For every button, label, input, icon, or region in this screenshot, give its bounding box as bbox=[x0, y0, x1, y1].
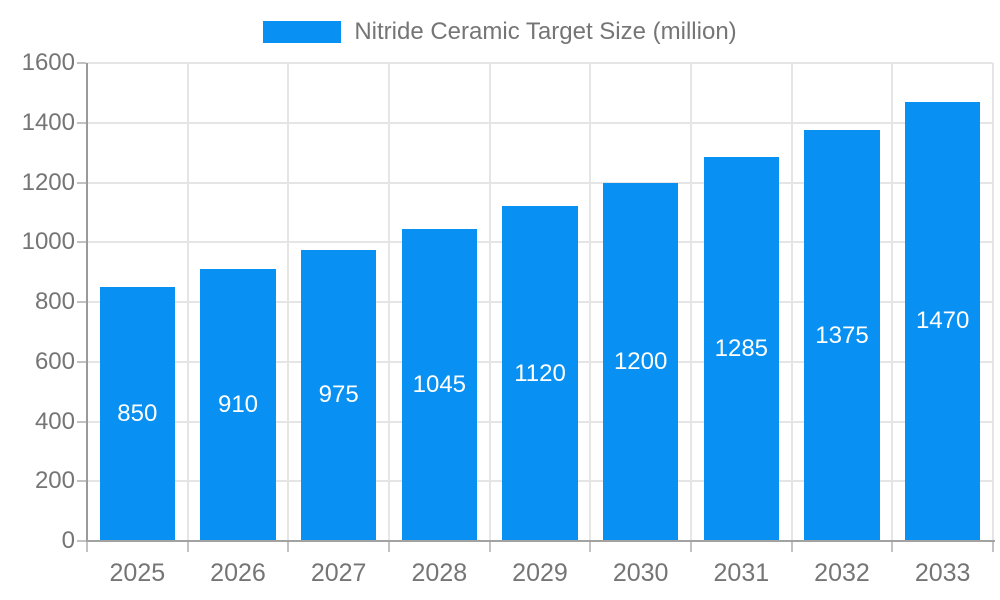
y-tick bbox=[77, 301, 86, 303]
y-axis-label: 1400 bbox=[21, 108, 75, 136]
v-gridline bbox=[891, 63, 894, 541]
x-axis-label: 2028 bbox=[411, 559, 468, 587]
x-tick bbox=[488, 542, 491, 552]
chart-legend[interactable]: Nitride Ceramic Target Size (million) bbox=[0, 16, 1000, 48]
v-gridline bbox=[186, 63, 189, 541]
bar-value-label: 850 bbox=[117, 400, 158, 428]
x-tick bbox=[589, 542, 592, 552]
x-tick bbox=[186, 542, 189, 552]
x-axis-label: 2030 bbox=[612, 559, 669, 587]
bar-2032[interactable]: 1375 bbox=[804, 130, 880, 541]
x-tick bbox=[690, 542, 692, 552]
x-axis-label: 2031 bbox=[713, 559, 770, 587]
x-axis-label: 2027 bbox=[310, 559, 367, 587]
y-axis-label: 800 bbox=[34, 288, 75, 315]
y-tick bbox=[77, 241, 86, 244]
x-axis-line bbox=[79, 540, 995, 542]
bar-value-label: 1200 bbox=[613, 347, 668, 375]
v-gridline bbox=[287, 63, 290, 541]
x-tick bbox=[86, 542, 88, 552]
bar-value-label: 1120 bbox=[514, 359, 566, 387]
x-tick bbox=[891, 542, 894, 552]
v-gridline bbox=[589, 63, 592, 541]
y-axis-label: 200 bbox=[34, 467, 75, 495]
y-tick bbox=[77, 480, 86, 483]
v-gridline bbox=[488, 63, 491, 541]
bar-value-label: 1045 bbox=[412, 370, 467, 398]
h-gridline bbox=[87, 121, 993, 124]
x-axis-label: 2033 bbox=[914, 559, 971, 587]
x-axis-label: 2025 bbox=[109, 559, 166, 587]
y-axis-label: 1200 bbox=[21, 168, 75, 196]
bar-2028[interactable]: 1045 bbox=[401, 228, 478, 541]
h-gridline bbox=[87, 62, 993, 64]
x-tick bbox=[790, 542, 793, 552]
x-tick bbox=[388, 542, 390, 552]
bar-2026[interactable]: 910 bbox=[200, 269, 276, 541]
y-tick bbox=[77, 540, 86, 542]
y-tick bbox=[77, 121, 86, 124]
x-axis-label: 2032 bbox=[814, 559, 870, 587]
x-tick bbox=[287, 542, 290, 552]
y-axis-label: 600 bbox=[34, 347, 75, 375]
y-tick bbox=[77, 360, 86, 363]
x-axis-label: 2026 bbox=[210, 559, 266, 587]
legend-swatch bbox=[263, 21, 342, 43]
plot-area: 850 910 975 1045 1120 1200 1285 1375 1470 bbox=[87, 62, 994, 541]
bar-2033[interactable]: 1470 bbox=[904, 101, 981, 541]
bar-value-label: 975 bbox=[318, 381, 359, 409]
x-tick bbox=[992, 542, 994, 552]
h-gridline bbox=[87, 181, 993, 184]
y-axis-label: 1600 bbox=[21, 49, 75, 76]
bar-value-label: 1470 bbox=[915, 307, 970, 335]
y-tick bbox=[77, 62, 86, 64]
y-axis-label: 400 bbox=[34, 407, 75, 435]
legend-label: Nitride Ceramic Target Size (million) bbox=[354, 18, 737, 45]
v-gridline bbox=[690, 63, 692, 541]
bar-value-label: 1285 bbox=[714, 335, 769, 363]
y-axis-label: 1000 bbox=[21, 228, 75, 256]
bar-value-label: 910 bbox=[217, 391, 259, 419]
bar-2030[interactable]: 1200 bbox=[602, 182, 679, 541]
y-tick bbox=[77, 420, 86, 423]
bar-2025[interactable]: 850 bbox=[99, 287, 176, 541]
v-gridline bbox=[790, 63, 793, 541]
bar-value-label: 1375 bbox=[815, 321, 869, 349]
bar-2027[interactable]: 975 bbox=[300, 249, 377, 541]
y-axis-line bbox=[86, 63, 88, 541]
y-axis-label: 0 bbox=[61, 527, 75, 554]
v-gridline bbox=[992, 63, 994, 541]
v-gridline bbox=[388, 63, 390, 541]
x-axis-label: 2029 bbox=[512, 559, 568, 587]
bar-2029[interactable]: 1120 bbox=[502, 206, 578, 541]
y-tick bbox=[77, 181, 86, 184]
bar-2031[interactable]: 1285 bbox=[703, 157, 780, 541]
